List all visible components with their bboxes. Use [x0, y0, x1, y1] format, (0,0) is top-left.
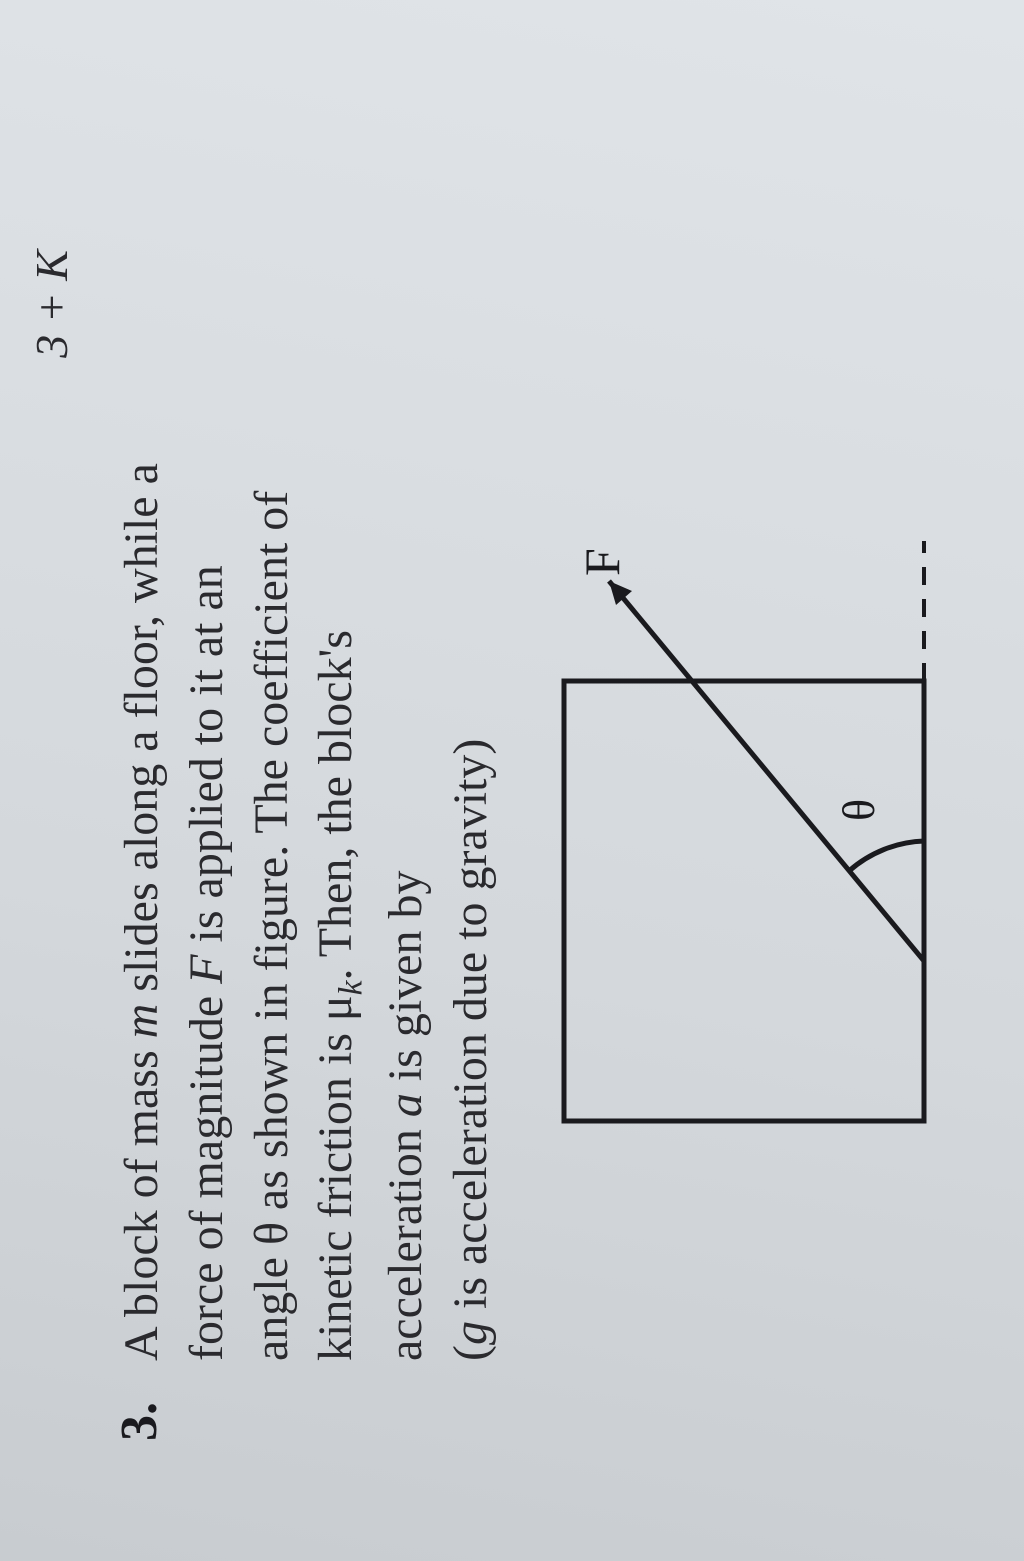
var-accel: a	[379, 1093, 432, 1117]
text-l4b: . Then, the block's	[309, 630, 362, 980]
fragment-text: 3 + K	[26, 250, 77, 358]
text-l6a: (	[444, 1345, 497, 1361]
problem-text: A block of mass m slides along a floor, …	[110, 60, 504, 1361]
text-l2b: is applied to it at an	[180, 565, 233, 954]
theta-label: θ	[833, 799, 884, 821]
var-mass: m	[115, 1004, 168, 1039]
force-vector-line	[609, 581, 924, 961]
text-l1b: slides along a floor, while a	[115, 463, 168, 1004]
text-l5b: is given by	[379, 871, 432, 1094]
problem-body: A block of mass m slides along a floor, …	[110, 60, 984, 1361]
var-grav: g	[444, 1321, 497, 1345]
text-l3: angle θ as shown in figure. The coeffici…	[245, 491, 298, 1361]
text-l6b: is acceleration due to gravity)	[444, 739, 497, 1321]
var-force: F	[180, 954, 233, 983]
block-force-diagram: θF	[544, 501, 984, 1141]
text-l4a: kinetic friction is μ	[309, 995, 362, 1361]
text-l1a: A block of mass	[115, 1038, 168, 1361]
var-mu-sub: k	[333, 980, 370, 995]
text-l5a: acceleration	[379, 1117, 432, 1361]
problem-number: 3.	[110, 1381, 169, 1441]
angle-arc	[849, 841, 924, 871]
problem-block: 3. A block of mass m slides along a floo…	[110, 60, 984, 1441]
page: 3 + K 3. A block of mass m slides along …	[0, 0, 1024, 1561]
force-label: F	[574, 548, 630, 576]
header-fragment: 3 + K	[25, 250, 78, 358]
text-l2a: force of magnitude	[180, 984, 233, 1361]
figure-container: θF	[544, 60, 984, 1141]
